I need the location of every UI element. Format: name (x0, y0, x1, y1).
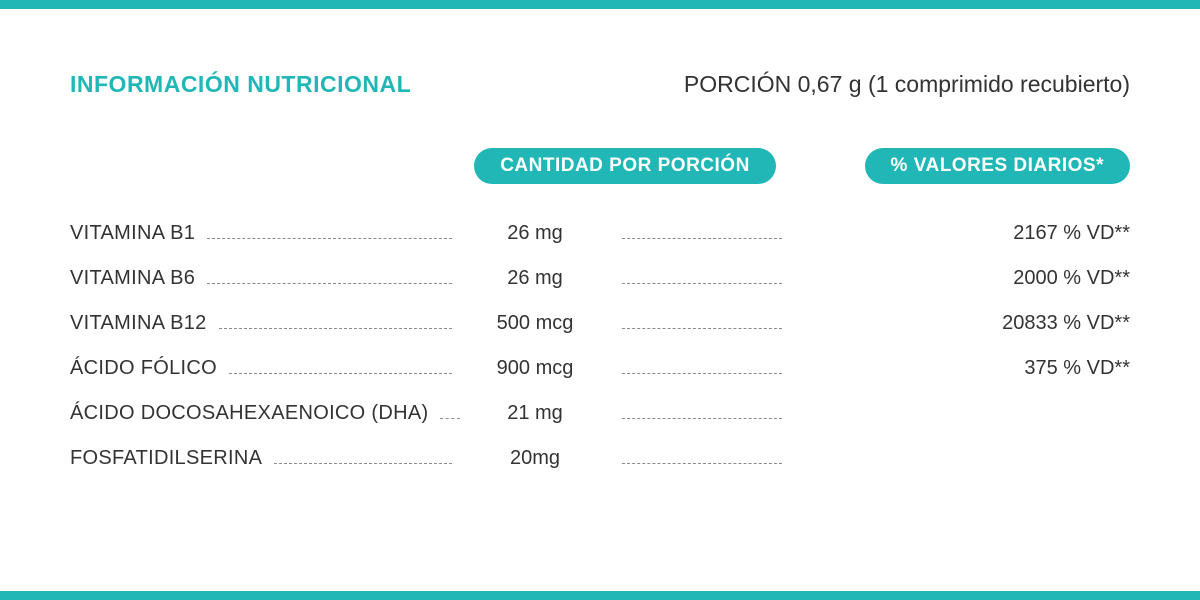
nutrient-amount: 21 mg (460, 402, 610, 425)
nutrient-name: VITAMINA B1 (70, 222, 195, 245)
nutrient-name-cell: ÁCIDO DOCOSAHEXAENOICO (DHA) (70, 402, 460, 425)
nutrient-dv: 2167 % VD** (790, 222, 1130, 245)
nutrient-name: FOSFATIDILSERINA (70, 447, 262, 470)
table-row: VITAMINA B12 500 mcg 20833 % VD** (70, 312, 1130, 335)
leader-line (622, 283, 782, 284)
table-row: VITAMINA B6 26 mg 2000 % VD** (70, 267, 1130, 290)
leader-line (622, 373, 782, 374)
leader-line (219, 328, 452, 329)
leader-line (229, 373, 452, 374)
data-rows: VITAMINA B1 26 mg 2167 % VD** VITAMINA B… (70, 222, 1130, 470)
nutrient-name-cell: FOSFATIDILSERINA (70, 447, 460, 470)
nutrient-amount: 500 mcg (460, 312, 610, 335)
mid-cell (610, 283, 790, 288)
table-row: ÁCIDO DOCOSAHEXAENOICO (DHA) 21 mg (70, 402, 1130, 425)
nutrition-panel: INFORMACIÓN NUTRICIONAL PORCIÓN 0,67 g (… (0, 9, 1200, 470)
nutrient-name-cell: ÁCIDO FÓLICO (70, 357, 460, 380)
amount-header-pill: CANTIDAD POR PORCIÓN (474, 148, 776, 184)
nutrient-name: ÁCIDO DOCOSAHEXAENOICO (DHA) (70, 402, 428, 425)
leader-line (622, 238, 782, 239)
nutrient-name: VITAMINA B12 (70, 312, 207, 335)
table-row: ÁCIDO FÓLICO 900 mcg 375 % VD** (70, 357, 1130, 380)
nutrient-dv: 20833 % VD** (790, 312, 1130, 335)
dv-header-pill: % VALORES DIARIOS* (865, 148, 1130, 184)
panel-title: INFORMACIÓN NUTRICIONAL (70, 71, 411, 98)
leader-line (622, 418, 782, 419)
bottom-accent-border (0, 591, 1200, 600)
header-spacer (70, 148, 460, 184)
table-row: FOSFATIDILSERINA 20mg (70, 447, 1130, 470)
table-row: VITAMINA B1 26 mg 2167 % VD** (70, 222, 1130, 245)
leader-line (622, 328, 782, 329)
mid-cell (610, 373, 790, 378)
mid-cell (610, 238, 790, 243)
leader-line (207, 238, 452, 239)
nutrient-name: ÁCIDO FÓLICO (70, 357, 217, 380)
nutrient-dv: 375 % VD** (790, 357, 1130, 380)
column-headers: CANTIDAD POR PORCIÓN % VALORES DIARIOS* (70, 148, 1130, 184)
nutrient-name-cell: VITAMINA B1 (70, 222, 460, 245)
header-row: INFORMACIÓN NUTRICIONAL PORCIÓN 0,67 g (… (70, 71, 1130, 98)
amount-header-wrap: CANTIDAD POR PORCIÓN (460, 148, 790, 184)
nutrient-amount: 900 mcg (460, 357, 610, 380)
leader-line (207, 283, 452, 284)
portion-text: PORCIÓN 0,67 g (1 comprimido recubierto) (684, 71, 1130, 98)
nutrient-name-cell: VITAMINA B6 (70, 267, 460, 290)
mid-cell (610, 463, 790, 468)
nutrient-name: VITAMINA B6 (70, 267, 195, 290)
dv-header-wrap: % VALORES DIARIOS* (790, 148, 1130, 184)
mid-cell (610, 418, 790, 423)
mid-cell (610, 328, 790, 333)
leader-line (622, 463, 782, 464)
nutrient-name-cell: VITAMINA B12 (70, 312, 460, 335)
nutrient-amount: 26 mg (460, 267, 610, 290)
leader-line (440, 418, 460, 419)
nutrient-dv: 2000 % VD** (790, 267, 1130, 290)
top-accent-border (0, 0, 1200, 9)
nutrient-amount: 20mg (460, 447, 610, 470)
nutrient-amount: 26 mg (460, 222, 610, 245)
leader-line (274, 463, 452, 464)
